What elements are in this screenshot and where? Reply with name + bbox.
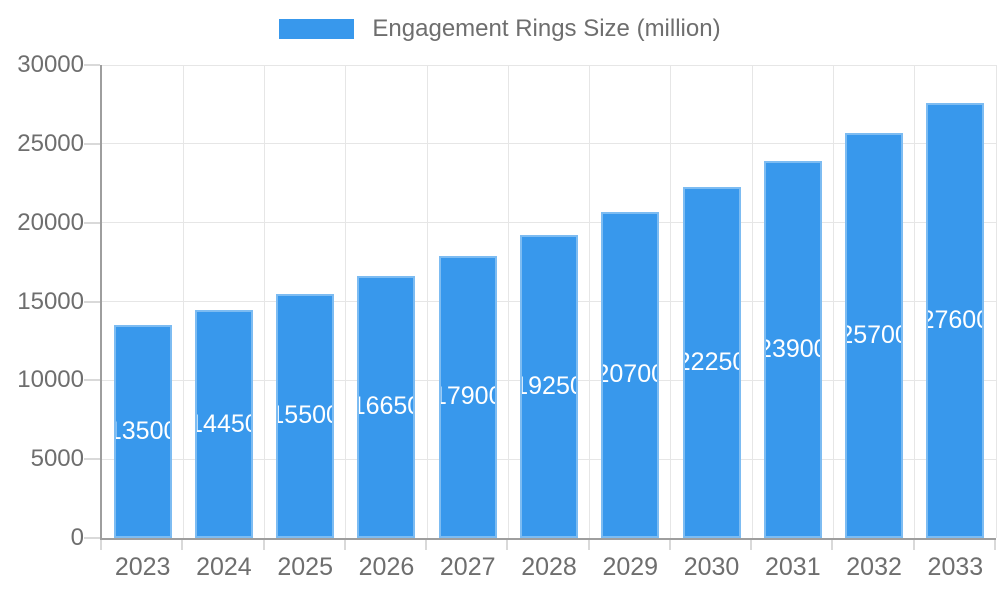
x-tick-mark: [506, 540, 509, 550]
y-tick-mark: [84, 221, 100, 224]
gridline-vertical: [182, 65, 184, 538]
bar-2025[interactable]: 15500: [276, 293, 335, 538]
bar-value-label: 22250: [685, 348, 739, 377]
gridline-vertical: [589, 65, 591, 538]
x-tick-mark: [425, 540, 428, 550]
gridline-horizontal: [102, 64, 996, 66]
gridline-vertical: [670, 65, 672, 538]
x-tick-mark: [262, 540, 265, 550]
x-tick-mark: [100, 540, 102, 550]
y-tick-mark: [84, 64, 100, 66]
bar-value-label: 25700: [847, 320, 901, 349]
x-tick-mark: [343, 540, 346, 550]
bar-2026[interactable]: 16650: [357, 275, 416, 538]
x-tick-mark: [750, 540, 753, 550]
x-tick-mark: [181, 540, 184, 550]
x-tick-label: 2026: [358, 553, 415, 581]
bar-2023[interactable]: 13500: [113, 325, 172, 538]
x-tick-label: 2024: [196, 553, 252, 581]
gridline-vertical: [832, 65, 834, 538]
bar-value-label: 20700: [603, 360, 657, 389]
y-tick-label: 30000: [17, 51, 84, 78]
gridline-vertical: [507, 65, 509, 538]
bar-value-label: 13500: [116, 417, 170, 446]
y-tick-label: 5000: [30, 445, 84, 473]
bar-2030[interactable]: 22250: [682, 187, 741, 538]
y-tick-mark: [84, 537, 100, 539]
plot-area: 13500 14450 15500 16650 17900 19250 20700 22250…: [100, 64, 997, 540]
x-tick-label: 2030: [683, 553, 740, 581]
legend-swatch[interactable]: [279, 19, 355, 39]
bar-value-label: 27600: [928, 305, 982, 334]
y-tick-mark: [84, 458, 100, 461]
bar-value-label: 15500: [278, 401, 332, 430]
gridline-vertical: [914, 65, 916, 538]
bar-2028[interactable]: 19250: [520, 234, 578, 538]
gridline-vertical: [751, 65, 753, 538]
bar-2031[interactable]: 23900: [763, 161, 822, 538]
x-tick-label: 2033: [927, 553, 984, 581]
x-tick-label: 2027: [439, 553, 496, 581]
bar-value-label: 19250: [522, 371, 576, 400]
y-tick-mark: [84, 142, 100, 145]
y-tick-label: 20000: [17, 208, 84, 236]
x-tick-mark: [994, 540, 996, 550]
x-tick-label: 2031: [765, 553, 821, 581]
gridline-vertical: [345, 65, 347, 538]
x-tick-mark: [831, 540, 834, 550]
y-tick-label: 25000: [17, 129, 84, 157]
bar-2029[interactable]: 20700: [601, 211, 660, 538]
gridline-horizontal: [102, 222, 996, 224]
y-tick-label: 10000: [17, 366, 84, 394]
bar-value-label: 17900: [441, 382, 495, 411]
y-tick-mark: [84, 300, 100, 303]
gridline-vertical: [995, 65, 997, 538]
x-tick-label: 2032: [846, 553, 902, 581]
gridline-vertical: [426, 65, 428, 538]
x-tick-mark: [587, 540, 590, 550]
bar-2033[interactable]: 27600: [926, 102, 985, 538]
y-tick-label: 15000: [17, 287, 84, 315]
x-tick-label: 2028: [521, 553, 577, 581]
gridline-horizontal: [102, 143, 996, 145]
x-tick-mark: [912, 540, 915, 550]
x-tick-label: 2023: [114, 553, 171, 581]
x-tick-label: 2029: [602, 553, 659, 581]
bar-2032[interactable]: 25700: [845, 132, 904, 538]
legend[interactable]: Engagement Rings Size (million): [0, 15, 1000, 43]
bar-value-label: 23900: [766, 335, 820, 364]
bar-2024[interactable]: 14450: [194, 310, 253, 538]
x-tick-mark: [668, 540, 671, 550]
y-tick-label: 0: [70, 524, 84, 551]
bar-2027[interactable]: 17900: [438, 255, 497, 538]
bar-value-label: 14450: [197, 409, 251, 438]
y-tick-mark: [84, 379, 100, 382]
x-tick-label: 2025: [277, 553, 333, 581]
gridline-vertical: [264, 65, 266, 538]
bar-value-label: 16650: [359, 392, 413, 421]
legend-series-label: Engagement Rings Size (million): [372, 15, 721, 42]
